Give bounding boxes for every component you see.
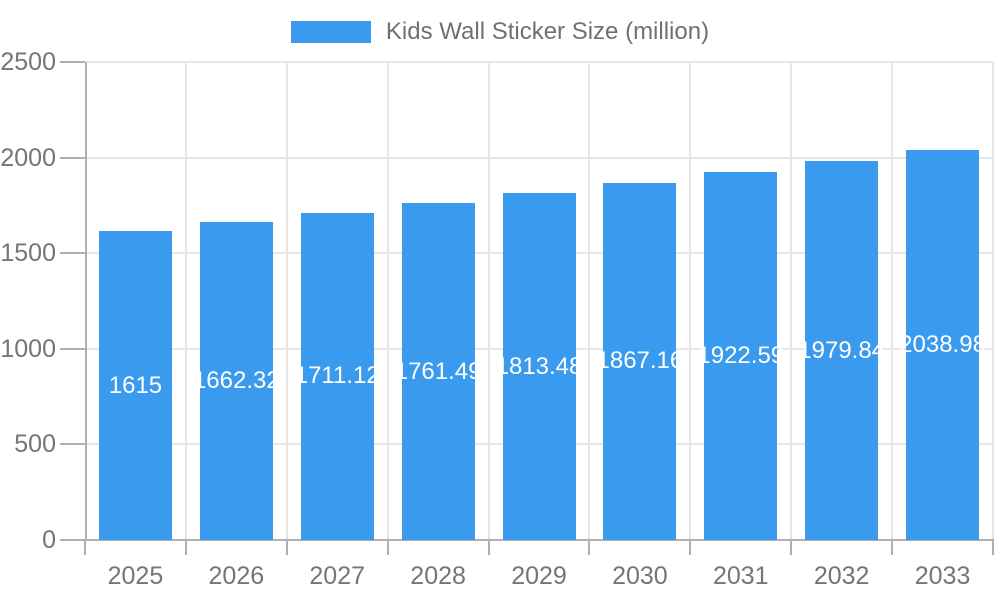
x-axis-tick — [588, 540, 591, 555]
gridline-horizontal — [85, 61, 993, 63]
x-axis-tick-label: 2026 — [208, 562, 265, 590]
y-axis-line — [85, 62, 87, 540]
x-axis-tick — [386, 540, 389, 555]
y-axis-tick-label: 2500 — [0, 48, 56, 76]
x-axis-tick — [689, 540, 692, 555]
y-axis-tick-label: 2000 — [0, 143, 56, 172]
x-axis-tick — [84, 540, 86, 555]
x-axis-tick — [285, 540, 288, 555]
gridline-vertical — [992, 62, 994, 540]
x-axis-tick — [790, 540, 793, 555]
y-axis-tick — [60, 443, 85, 446]
x-axis-tick-label: 2028 — [410, 562, 466, 590]
x-axis-tick-label: 2029 — [511, 562, 567, 590]
y-axis-tick — [60, 347, 85, 350]
bar[interactable] — [300, 212, 374, 540]
bar-value-label: 1979.84 — [798, 336, 886, 364]
gridline-vertical — [689, 62, 692, 540]
x-axis-tick-label: 2025 — [107, 562, 164, 590]
bar[interactable] — [805, 161, 879, 540]
y-axis-tick-label: 1000 — [0, 334, 56, 363]
bar-value-label: 1711.12 — [294, 362, 380, 390]
gridline-vertical — [386, 62, 389, 540]
bar[interactable] — [401, 203, 475, 540]
x-axis-tick — [487, 540, 490, 555]
y-axis-tick-label: 500 — [14, 430, 56, 459]
bar-value-label: 1922.59 — [697, 342, 785, 370]
x-axis-tick — [992, 540, 994, 555]
bar[interactable] — [98, 231, 172, 540]
legend-item[interactable]: Kids Wall Sticker Size (million) — [0, 17, 1000, 47]
legend-label: Kids Wall Sticker Size (million) — [385, 18, 710, 45]
gridline-vertical — [588, 62, 591, 540]
bar-value-label: 1761.49 — [394, 357, 482, 385]
x-axis-tick-label: 2027 — [309, 562, 366, 590]
x-axis-tick — [891, 540, 894, 555]
gridline-vertical — [487, 62, 490, 540]
bar-value-label: 1867.16 — [596, 347, 684, 375]
bar[interactable] — [199, 222, 273, 540]
y-axis-tick — [60, 61, 85, 63]
gridline-vertical — [790, 62, 793, 540]
bar[interactable] — [502, 193, 576, 540]
gridline-vertical — [891, 62, 894, 540]
x-axis-tick-label: 2030 — [612, 562, 668, 590]
y-axis-tick — [60, 252, 85, 255]
y-axis-tick — [60, 539, 85, 541]
bar[interactable] — [603, 182, 677, 540]
y-axis-tick-label: 1500 — [0, 239, 56, 268]
y-axis-tick — [60, 156, 85, 159]
x-axis-tick — [184, 540, 187, 555]
bar-value-label: 1813.48 — [495, 352, 583, 380]
x-axis-line — [84, 539, 994, 541]
x-axis-tick-label: 2033 — [914, 562, 971, 590]
gridline-horizontal — [85, 156, 993, 159]
bar-value-label: 2038.98 — [899, 331, 986, 359]
bar-value-label: 1662.32 — [192, 367, 280, 395]
legend-swatch — [290, 21, 371, 43]
bar-value-label: 1615 — [108, 371, 163, 399]
x-axis-tick-label: 2031 — [712, 562, 769, 590]
bar[interactable] — [704, 172, 778, 540]
gridline-vertical — [285, 62, 288, 540]
y-axis-tick-label: 0 — [42, 526, 56, 554]
bar[interactable] — [906, 150, 980, 540]
gridline-vertical — [184, 62, 187, 540]
x-axis-tick-label: 2032 — [813, 562, 870, 590]
